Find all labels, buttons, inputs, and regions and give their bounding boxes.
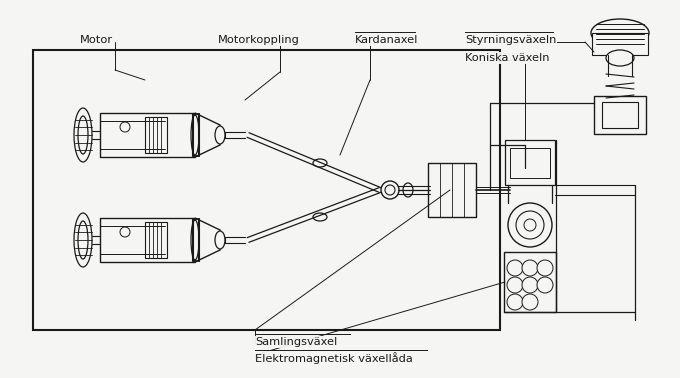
Circle shape: [516, 211, 544, 239]
Circle shape: [537, 260, 553, 276]
Circle shape: [507, 294, 523, 310]
Ellipse shape: [215, 231, 225, 249]
Ellipse shape: [606, 50, 634, 66]
Bar: [100, 218, 195, 262]
Bar: [100, 113, 195, 157]
Circle shape: [507, 260, 523, 276]
Ellipse shape: [78, 221, 88, 259]
Circle shape: [508, 203, 552, 247]
Ellipse shape: [385, 185, 395, 195]
Text: Samlingsväxel: Samlingsväxel: [255, 337, 337, 347]
Circle shape: [524, 219, 536, 231]
Bar: [428, 163, 476, 217]
Text: Styrningsväxeln: Styrningsväxeln: [465, 35, 556, 45]
Ellipse shape: [191, 220, 199, 260]
Ellipse shape: [74, 108, 92, 162]
Circle shape: [120, 227, 130, 237]
Text: Koniska växeln: Koniska växeln: [465, 53, 549, 63]
Bar: [602, 102, 638, 128]
Text: Motorkoppling: Motorkoppling: [218, 35, 300, 45]
Text: Kardanaxel: Kardanaxel: [355, 35, 418, 45]
Bar: [510, 148, 550, 178]
Ellipse shape: [215, 126, 225, 144]
Ellipse shape: [191, 115, 199, 155]
Circle shape: [120, 122, 130, 132]
Bar: [33, 50, 500, 330]
Circle shape: [507, 277, 523, 293]
Text: Motor: Motor: [80, 35, 113, 45]
Bar: [145, 117, 167, 153]
Ellipse shape: [74, 213, 92, 267]
Circle shape: [537, 277, 553, 293]
Ellipse shape: [381, 181, 399, 199]
Bar: [592, 33, 648, 55]
Bar: [505, 140, 555, 185]
Circle shape: [522, 277, 538, 293]
Text: Elektromagnetisk växellåda: Elektromagnetisk växellåda: [255, 352, 413, 364]
Polygon shape: [195, 218, 220, 262]
Bar: [594, 96, 646, 134]
Ellipse shape: [313, 159, 327, 167]
Ellipse shape: [403, 183, 413, 197]
Circle shape: [522, 294, 538, 310]
Circle shape: [522, 260, 538, 276]
Ellipse shape: [313, 213, 327, 221]
Polygon shape: [195, 113, 220, 157]
Ellipse shape: [78, 116, 88, 154]
Ellipse shape: [591, 19, 649, 47]
Bar: [504, 252, 556, 312]
Bar: [145, 222, 167, 258]
